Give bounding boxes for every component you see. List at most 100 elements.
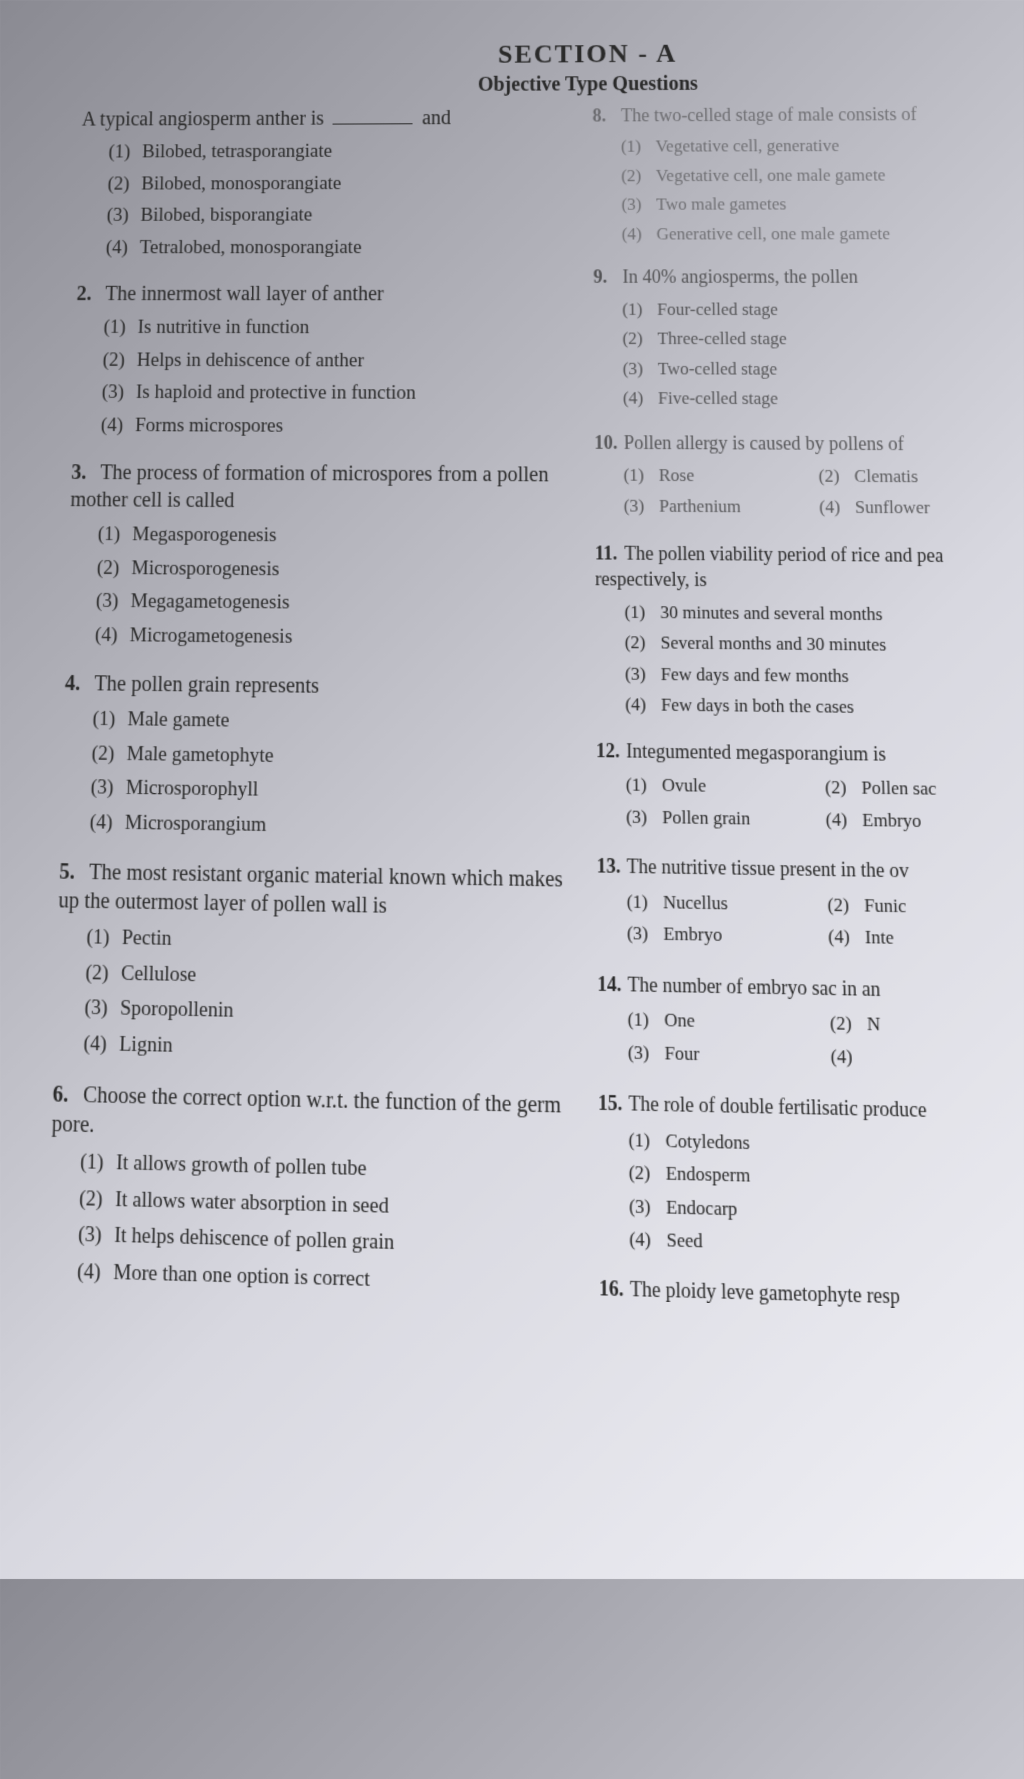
question-4: 4. The pollen grain represents (1)Male g…	[60, 670, 575, 846]
question-14: 14. The number of embryo sac in an (1)On…	[597, 971, 1024, 1078]
question-16: 16. The ploidy leve gametophyte resp	[599, 1275, 1024, 1314]
q12-opt2: (2)Pollen sac	[825, 774, 1024, 805]
q3-opt3: (3)Megagametogenesis	[96, 587, 575, 622]
q14-opt2: (2)N	[830, 1009, 1024, 1042]
q4-text: 4. The pollen grain represents	[65, 670, 575, 704]
q15-opt2: (2)Endosperm	[629, 1158, 1024, 1197]
q10-text: 10. Pollen allergy is caused by pollens …	[594, 431, 1015, 458]
question-1: A typical angiosperm anther is and (1)Bi…	[78, 104, 573, 262]
q13-options: (1)Nucellus (2)Funic (3)Embryo (4)Inte	[597, 887, 1024, 959]
q8-opt2: (2)Vegetative cell, one male gamete	[621, 162, 1006, 189]
q1-opt2: (2)Bilobed, monosporangiate	[107, 169, 572, 199]
q13-opt1: (1)Nucellus	[627, 887, 828, 919]
q1-opt3: (3)Bilobed, bisporangiate	[106, 201, 572, 231]
columns-container: A typical angiosperm anther is and (1)Bi…	[46, 102, 1024, 1335]
q12-options: (1)Ovule (2)Pollen sac (3)Pollen grain (…	[596, 771, 1024, 840]
q4-opt3: (3)Microsporophyll	[90, 773, 575, 811]
q8-opt4: (4)Generative cell, one male gamete	[622, 220, 1008, 247]
question-5: 5. The most resistant organic material k…	[54, 858, 577, 1071]
q1-opt1: (1)Bilobed, tetrasporangiate	[108, 137, 572, 167]
q12-text: 12. Integumented megasporangium is	[596, 738, 1024, 769]
q4-options: (1)Male gamete (2)Male gametophyte (3)Mi…	[60, 704, 575, 845]
question-8: 8. The two-celled stage of male consists…	[592, 102, 1008, 247]
q9-opt2: (2)Three-celled stage	[622, 326, 1011, 353]
left-column: A typical angiosperm anther is and (1)Bi…	[46, 104, 577, 1323]
q3-options: (1)Megasporogenesis (2)Microsporogenesis…	[66, 520, 574, 655]
q8-opt1: (1)Vegetative cell, generative	[621, 132, 1005, 159]
q9-options: (1)Four-celled stage (2)Three-celled sta…	[593, 296, 1013, 413]
question-2: 2. The innermost wall layer of anther (1…	[72, 281, 573, 443]
q13-opt3: (3)Embryo	[627, 919, 829, 951]
q4-opt1: (1)Male gamete	[92, 704, 575, 741]
q4-opt2: (2)Male gametophyte	[91, 738, 575, 775]
question-11: 11. The pollen viability period of rice …	[595, 541, 1024, 723]
q8-options: (1)Vegetative cell, generative (2)Vegeta…	[593, 132, 1008, 247]
section-subtitle: Objective Type Questions	[181, 71, 1003, 98]
q3-opt4: (4)Microgametogenesis	[95, 620, 575, 655]
q11-opt3: (3)Few days and few months	[625, 660, 1023, 692]
q5-opt1: (1)Pectin	[86, 922, 576, 962]
q1-opt4: (4)Tetralobed, monosporangiate	[105, 233, 572, 262]
q8-text: 8. The two-celled stage of male consists…	[592, 102, 1004, 127]
q11-options: (1)30 minutes and several months (2)Seve…	[595, 598, 1024, 723]
q14-opt4: (4)	[830, 1042, 1024, 1076]
q10-options: (1)Rose (2)Clematis (3)Parthenium (4)Sun…	[594, 462, 1017, 525]
question-10: 10. Pollen allergy is caused by pollens …	[594, 431, 1017, 525]
q5-opt3: (3)Sporopollenin	[84, 993, 576, 1035]
q14-options: (1)One (2)N (3)Four (4)	[597, 1005, 1024, 1079]
q12-opt4: (4)Embryo	[826, 805, 1024, 836]
q5-opt2: (2)Cellulose	[85, 957, 576, 998]
q12-opt3: (3)Pollen grain	[626, 803, 826, 834]
q15-opt1: (1)Cotyledons	[628, 1125, 1024, 1164]
question-12: 12. Integumented megasporangium is (1)Ov…	[596, 738, 1024, 840]
q8-opt3: (3)Two male gametes	[621, 191, 1007, 218]
question-9: 9. In 40% angiosperms, the pollen (1)Fou…	[593, 265, 1013, 413]
q5-options: (1)Pectin (2)Cellulose (3)Sporopollenin …	[54, 922, 577, 1070]
q2-opt3: (3)Is haploid and protective in function	[101, 378, 573, 409]
q6-text: 6. Choose the correct option w.r.t. the …	[51, 1080, 576, 1151]
q11-opt2: (2)Several months and 30 minutes	[625, 629, 1023, 661]
q10-opt4: (4)Sunflower	[819, 493, 1017, 522]
q10-opt2: (2)Clematis	[818, 463, 1016, 491]
q11-opt1: (1)30 minutes and several months	[624, 598, 1021, 629]
q6-options: (1)It allows growth of pollen tube (2)It…	[47, 1146, 577, 1302]
q1-text-prefix: A typical angiosperm anther is	[82, 108, 325, 131]
question-6: 6. Choose the correct option w.r.t. the …	[47, 1080, 577, 1302]
textbook-page: SECTION - A Objective Type Questions A t…	[0, 0, 1024, 1779]
q5-text: 5. The most resistant organic material k…	[58, 858, 576, 924]
q3-opt2: (2)Microsporogenesis	[96, 553, 574, 587]
q1-options: (1)Bilobed, tetrasporangiate (2)Bilobed,…	[78, 137, 573, 263]
q2-opt2: (2)Helps in dehiscence of anther	[102, 346, 573, 377]
q2-opt1: (1)Is nutritive in function	[103, 313, 573, 343]
q3-text: 3. The process of formation of microspor…	[70, 459, 574, 517]
question-3: 3. The process of formation of microspor…	[66, 459, 574, 655]
q10-opt1: (1)Rose	[623, 462, 819, 490]
q9-opt4: (4)Five-celled stage	[623, 385, 1014, 413]
right-column: 8. The two-celled stage of male consists…	[592, 102, 1024, 1335]
q3-opt1: (1)Megasporogenesis	[97, 520, 574, 553]
blank-line	[333, 123, 413, 124]
q13-opt2: (2)Funic	[827, 890, 1024, 922]
q9-opt3: (3)Two-celled stage	[623, 355, 1013, 383]
q2-options: (1)Is nutritive in function (2)Helps in …	[72, 313, 573, 442]
q4-opt4: (4)Microsporangium	[89, 807, 575, 845]
q13-text: 13. The nutritive tissue present in the …	[597, 854, 1024, 887]
question-15: 15. The role of double fertilisatic prod…	[598, 1090, 1024, 1264]
q1-text-suffix: and	[422, 107, 451, 129]
q11-text: 11. The pollen viability period of rice …	[595, 541, 1020, 595]
q14-opt3: (3)Four	[628, 1038, 831, 1071]
q15-opt4: (4)Seed	[629, 1224, 1024, 1264]
q15-text: 15. The role of double fertilisatic prod…	[598, 1090, 1024, 1126]
q14-opt1: (1)One	[627, 1005, 830, 1038]
q15-options: (1)Cotyledons (2)Endosperm (3)Endocarp (…	[598, 1124, 1024, 1265]
q2-text: 2. The innermost wall layer of anther	[76, 281, 573, 308]
q13-opt4: (4)Inte	[828, 923, 1024, 955]
q2-opt4: (4)Forms microspores	[100, 411, 573, 443]
q12-opt1: (1)Ovule	[626, 771, 826, 802]
q16-text: 16. The ploidy leve gametophyte resp	[599, 1275, 1024, 1314]
q10-opt3: (3)Parthenium	[624, 492, 820, 520]
q9-opt1: (1)Four-celled stage	[622, 296, 1011, 323]
q14-text: 14. The number of embryo sac in an	[597, 971, 1024, 1006]
q5-opt4: (4)Lignin	[83, 1028, 576, 1070]
section-header: SECTION - A Objective Type Questions	[181, 37, 1003, 99]
